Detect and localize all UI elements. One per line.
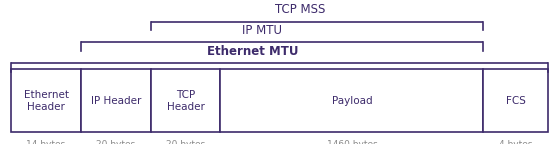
Text: 20 bytes: 20 bytes [96, 140, 135, 144]
Text: IP MTU: IP MTU [242, 24, 282, 37]
Text: IP Header: IP Header [91, 96, 141, 106]
Text: Ethernet
Header: Ethernet Header [23, 90, 69, 112]
Text: 14 bytes: 14 bytes [26, 140, 66, 144]
Text: Payload: Payload [331, 96, 372, 106]
Bar [484, 69, 548, 132]
Text: TCP
Header: TCP Header [167, 90, 205, 112]
Bar [151, 69, 220, 132]
Bar [81, 69, 151, 132]
Bar [220, 69, 484, 132]
Text: 4 bytes: 4 bytes [499, 140, 532, 144]
Text: Ethernet MTU: Ethernet MTU [207, 45, 299, 58]
Text: TCP MSS: TCP MSS [275, 3, 325, 16]
Bar [11, 69, 81, 132]
Text: 1460 bytes: 1460 bytes [326, 140, 377, 144]
Text: 20 bytes: 20 bytes [166, 140, 205, 144]
Text: FCS: FCS [506, 96, 525, 106]
